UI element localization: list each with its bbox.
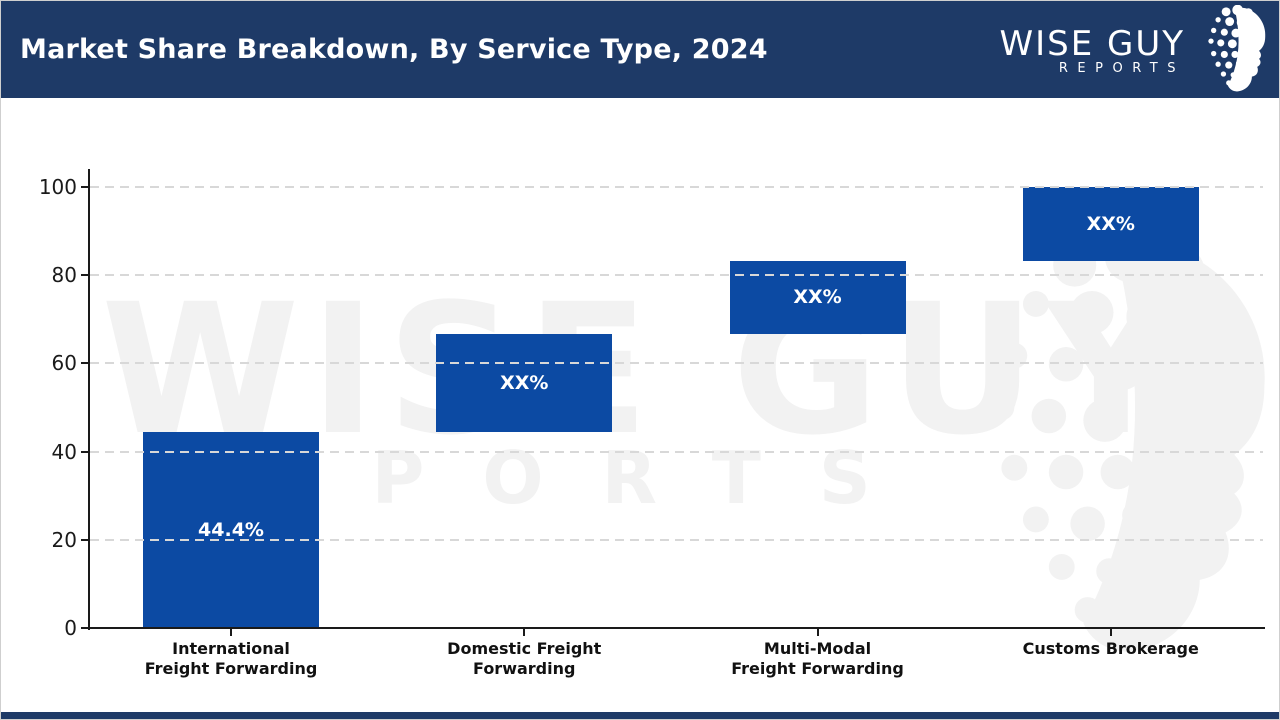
logo-wordmark: WISE GUY <box>999 23 1185 64</box>
chart-title: Market Share Breakdown, By Service Type,… <box>20 34 768 65</box>
bar-value-label: XX% <box>500 372 549 395</box>
x-tick-mark <box>1109 629 1112 636</box>
gridline <box>90 362 1263 365</box>
category-label-line: Domestic Freight <box>447 639 602 658</box>
logo-head-icon <box>1208 5 1266 92</box>
header: Market Share Breakdown, By Service Type,… <box>1 1 1279 98</box>
gridline <box>90 186 1263 188</box>
waterfall-bar: 44.4% <box>143 432 319 628</box>
category-label: Domestic Freight Forwarding <box>374 639 674 679</box>
y-axis-line <box>88 169 90 630</box>
logo-text: WISE GUY REPORTS <box>999 25 1185 76</box>
category-label: International Freight Forwarding <box>81 639 381 679</box>
gridline <box>90 274 1263 277</box>
category-label-line: Freight Forwarding <box>144 659 318 678</box>
bar-value-label: XX% <box>793 286 842 309</box>
x-tick-mark <box>230 629 232 636</box>
y-tick-label: 40 <box>51 439 77 464</box>
waterfall-bar: XX% <box>436 334 613 433</box>
y-tick-mark <box>81 362 88 365</box>
y-tick-label: 60 <box>51 351 77 376</box>
category-label-line: Freight Forwarding <box>731 659 904 678</box>
y-tick-label: 80 <box>51 263 77 288</box>
waterfall-bar: XX% <box>1022 187 1199 261</box>
x-axis-line <box>88 627 1265 629</box>
category-label-line: Forwarding <box>473 659 576 678</box>
gridline <box>90 538 1263 541</box>
bar-value-label: 44.4% <box>198 519 264 542</box>
logo-subtext: REPORTS <box>1058 60 1185 76</box>
y-tick-mark <box>81 186 88 188</box>
category-label: Customs Brokerage <box>961 639 1261 659</box>
wise-guy-reports-logo: WISE GUY REPORTS <box>999 5 1267 95</box>
waterfall-bar: XX% <box>729 260 906 335</box>
y-tick-mark <box>81 274 88 277</box>
category-label: Multi-Modal Freight Forwarding <box>668 639 968 679</box>
y-tick-label: 20 <box>51 527 77 552</box>
y-tick-mark <box>81 627 88 629</box>
x-tick-mark <box>816 629 819 636</box>
gridline <box>90 450 1263 453</box>
footer-bar <box>1 712 1279 719</box>
y-tick-label: 0 <box>64 616 77 640</box>
y-tick-mark <box>81 538 88 541</box>
y-tick-mark <box>81 450 88 453</box>
category-label-line: International <box>172 639 290 658</box>
category-label-line: Multi-Modal <box>763 639 872 658</box>
x-tick-mark <box>523 629 526 636</box>
chart-area: WISE GUY REPORTS 0 20 40 60 80 100 44.4% Intern… <box>1 98 1279 712</box>
category-label-line: Customs Brokerage <box>1022 639 1199 658</box>
y-tick-label: 100 <box>38 175 77 199</box>
bar-value-label: XX% <box>1086 212 1135 235</box>
